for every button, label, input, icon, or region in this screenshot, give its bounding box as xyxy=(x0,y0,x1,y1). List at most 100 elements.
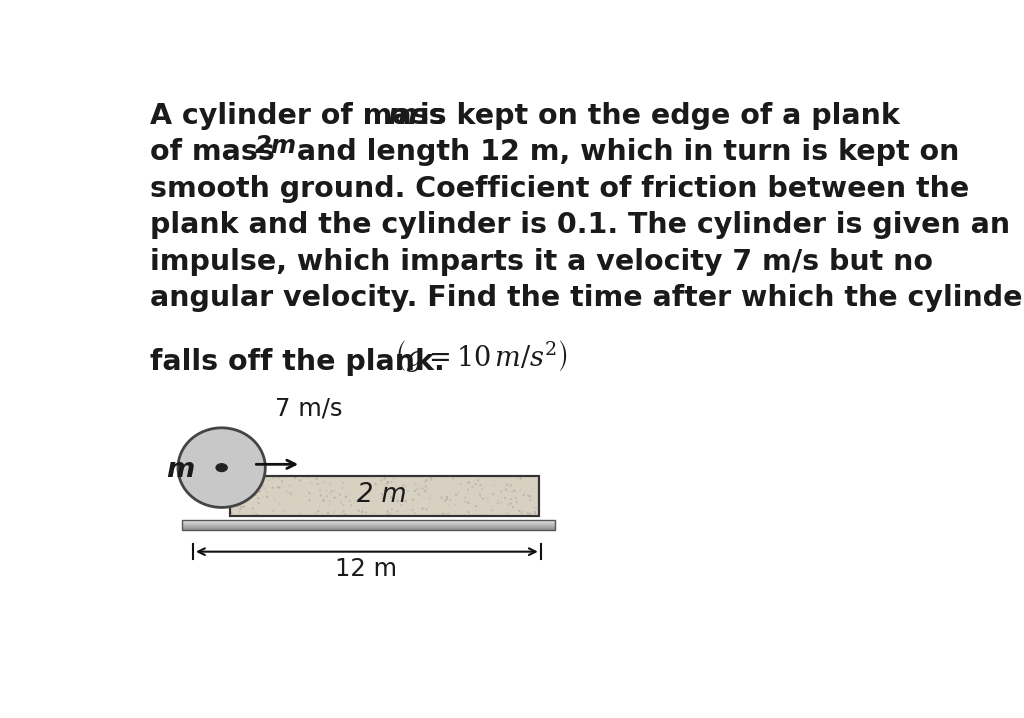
Point xyxy=(389,495,406,507)
Point xyxy=(308,473,325,485)
Point xyxy=(287,472,303,484)
Point xyxy=(460,497,476,508)
Point xyxy=(496,472,512,483)
Point xyxy=(278,477,294,489)
Point xyxy=(467,478,483,490)
Point xyxy=(292,475,308,487)
Point xyxy=(226,472,243,483)
Point xyxy=(303,477,319,489)
Point xyxy=(273,475,290,487)
Point xyxy=(412,482,428,494)
Point xyxy=(447,489,464,500)
Point xyxy=(397,495,414,507)
Point xyxy=(377,480,393,492)
Point xyxy=(408,479,424,490)
Point xyxy=(327,485,343,497)
Point xyxy=(380,506,396,518)
Point xyxy=(411,489,427,500)
Point xyxy=(427,477,443,489)
Point xyxy=(236,500,252,512)
Point xyxy=(259,491,275,503)
Point xyxy=(299,475,315,486)
Point xyxy=(314,496,331,508)
Point xyxy=(266,494,283,505)
Point xyxy=(249,472,265,484)
Text: of mass: of mass xyxy=(151,138,285,166)
Point xyxy=(333,475,349,486)
Text: impulse, which imparts it a velocity 7 m/s but no: impulse, which imparts it a velocity 7 m… xyxy=(151,248,933,276)
Point xyxy=(382,510,398,521)
Point xyxy=(334,482,350,494)
Point xyxy=(301,488,317,499)
Point xyxy=(380,509,396,521)
Point xyxy=(391,486,408,498)
Point xyxy=(350,505,367,516)
Point xyxy=(499,508,515,519)
Point xyxy=(521,508,538,519)
Point xyxy=(264,482,281,493)
Point xyxy=(348,495,365,506)
Point xyxy=(290,480,306,492)
Point xyxy=(377,471,393,482)
Point xyxy=(229,480,246,492)
Point xyxy=(280,498,296,509)
Point xyxy=(472,480,488,491)
Point xyxy=(480,495,497,507)
Text: and length 12 m, which in turn is kept on: and length 12 m, which in turn is kept o… xyxy=(288,138,959,166)
Point xyxy=(315,477,332,488)
Point xyxy=(503,493,519,505)
Point xyxy=(324,485,340,497)
Point xyxy=(282,480,298,491)
Point xyxy=(295,510,311,521)
Ellipse shape xyxy=(178,428,265,508)
Point xyxy=(251,498,267,509)
Point xyxy=(312,497,329,508)
Point xyxy=(478,493,495,504)
Point xyxy=(511,472,527,483)
Text: $\left(g=10\,m/s^{2}\right)$: $\left(g=10\,m/s^{2}\right)$ xyxy=(394,337,567,373)
Point xyxy=(309,478,326,490)
Point xyxy=(283,510,299,521)
Point xyxy=(446,488,463,499)
Point xyxy=(330,496,346,508)
Point xyxy=(489,495,506,506)
Point xyxy=(279,482,295,494)
Point xyxy=(497,493,513,504)
Text: falls off the plank.: falls off the plank. xyxy=(151,348,445,376)
Point xyxy=(381,486,397,498)
Point xyxy=(357,507,374,518)
Point xyxy=(488,506,505,518)
Point xyxy=(499,486,515,498)
Point xyxy=(461,477,477,488)
Point xyxy=(315,494,332,505)
Point xyxy=(504,486,520,498)
Point xyxy=(382,508,398,519)
Point xyxy=(447,498,464,509)
Point xyxy=(431,510,447,521)
Point xyxy=(438,491,455,503)
Point xyxy=(503,498,519,509)
Point xyxy=(335,506,351,518)
Point xyxy=(426,475,442,486)
Point xyxy=(456,510,472,521)
Point xyxy=(493,485,509,497)
Point xyxy=(383,492,399,503)
Point xyxy=(308,477,325,488)
Point xyxy=(311,498,328,509)
Text: plank and the cylinder is 0.1. The cylinder is given an: plank and the cylinder is 0.1. The cylin… xyxy=(151,211,1011,239)
Circle shape xyxy=(216,464,227,472)
Point xyxy=(487,475,504,487)
Point xyxy=(393,499,410,510)
Point xyxy=(248,509,264,521)
Point xyxy=(445,473,462,485)
Point xyxy=(374,473,390,485)
Point xyxy=(484,488,501,500)
Point xyxy=(479,510,496,521)
Point xyxy=(410,471,426,482)
Point xyxy=(426,486,442,498)
Point xyxy=(407,508,423,519)
Point xyxy=(404,494,421,505)
Point xyxy=(441,509,458,521)
Point xyxy=(319,507,336,518)
Point xyxy=(224,504,241,516)
